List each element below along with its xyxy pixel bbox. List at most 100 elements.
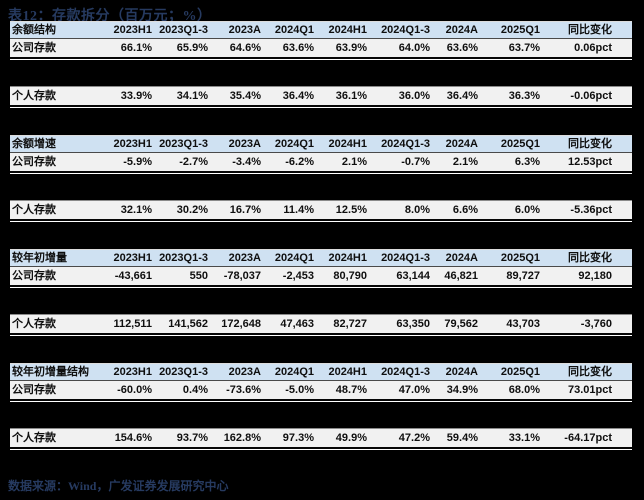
value-cell: -73.6%: [226, 384, 261, 396]
value-cell: -78,037: [223, 270, 261, 282]
table-row: 个人存款 32.1% 30.2% 16.7% 11.4% 12.5% 8.0% 6.6% 6.0…: [10, 200, 632, 221]
section-title: 余额结构: [12, 24, 56, 36]
row-label: 个人存款: [12, 90, 56, 102]
value-cell: 47.0%: [398, 384, 430, 396]
column-header: 2024H1: [328, 138, 367, 150]
value-cell: 73.01pct: [567, 384, 612, 396]
value-cell: 36.1%: [335, 90, 367, 102]
row-label: 个人存款: [12, 318, 56, 330]
value-cell: 64.0%: [398, 42, 430, 54]
value-cell: 64.6%: [229, 42, 261, 54]
value-cell: 82,727: [333, 318, 367, 330]
value-cell: 2.1%: [341, 156, 367, 168]
column-header: 2024Q1-3: [381, 24, 430, 36]
column-header: 2024Q1: [274, 138, 314, 150]
column-header: 2025Q1: [500, 24, 540, 36]
value-cell: -2,453: [282, 270, 314, 282]
table-section: 较年初增量 2023H1 2023Q1-3 2023A 2024Q1 2024H1 2024…: [10, 249, 632, 336]
row-underline: [10, 449, 632, 450]
value-cell: 36.4%: [446, 90, 478, 102]
value-cell: 6.3%: [514, 156, 540, 168]
row-underline: [10, 107, 632, 108]
value-cell: 63,144: [396, 270, 430, 282]
value-cell: -6.2%: [285, 156, 314, 168]
value-cell: -5.9%: [123, 156, 152, 168]
value-cell: 34.9%: [446, 384, 478, 396]
column-header: 2023H1: [113, 24, 152, 36]
value-cell: 49.9%: [335, 432, 367, 444]
value-cell: 43,703: [506, 318, 540, 330]
table-section: 余额结构 2023H1 2023Q1-3 2023A 2024Q1 2024H1 2024Q…: [10, 21, 632, 108]
value-cell: 6.6%: [452, 204, 478, 216]
value-cell: -5.0%: [285, 384, 314, 396]
column-header: 2023Q1-3: [159, 138, 208, 150]
row-label: 公司存款: [12, 270, 56, 282]
row-label: 公司存款: [12, 42, 56, 54]
column-header: 同比变化: [568, 138, 612, 150]
value-cell: 0.06pct: [574, 42, 612, 54]
value-cell: 33.1%: [508, 432, 540, 444]
table-row: 个人存款 154.6% 93.7% 162.8% 97.3% 49.9% 47.2% 59.4…: [10, 428, 632, 449]
column-header: 2023A: [228, 138, 261, 150]
value-cell: 68.0%: [508, 384, 540, 396]
row-underline: [10, 401, 632, 402]
value-cell: 47,463: [280, 318, 314, 330]
value-cell: 63.7%: [508, 42, 540, 54]
source-note: 数据来源：Wind，广发证券发展研究中心: [8, 479, 229, 493]
column-header: 2023Q1-3: [159, 24, 208, 36]
column-header: 2024H1: [328, 24, 367, 36]
table-row: 公司存款 -60.0% 0.4% -73.6% -5.0% 48.7% 47.0% 34.9%…: [10, 381, 632, 401]
section-header-row: 较年初增量 2023H1 2023Q1-3 2023A 2024Q1 2024H1 2024…: [10, 249, 632, 267]
column-header: 2023H1: [113, 252, 152, 264]
row-label: 公司存款: [12, 156, 56, 168]
section-title: 较年初增量: [12, 252, 67, 264]
value-cell: 47.2%: [398, 432, 430, 444]
value-cell: 80,790: [333, 270, 367, 282]
column-header: 同比变化: [568, 252, 612, 264]
value-cell: 34.1%: [176, 90, 208, 102]
column-header: 2023A: [228, 24, 261, 36]
value-cell: 30.2%: [176, 204, 208, 216]
value-cell: 32.1%: [120, 204, 152, 216]
value-cell: -3,760: [580, 318, 612, 330]
value-cell: -43,661: [114, 270, 152, 282]
deposit-table: 余额结构 2023H1 2023Q1-3 2023A 2024Q1 2024H1 2024Q…: [10, 21, 632, 450]
value-cell: 141,562: [168, 318, 208, 330]
value-cell: 36.0%: [398, 90, 430, 102]
value-cell: 93.7%: [176, 432, 208, 444]
value-cell: -2.7%: [179, 156, 208, 168]
value-cell: -0.06pct: [570, 90, 612, 102]
table-row: 个人存款 33.9% 34.1% 35.4% 36.4% 36.1% 36.0% 36.4% 3…: [10, 86, 632, 107]
value-cell: 63.6%: [282, 42, 314, 54]
value-cell: 36.4%: [282, 90, 314, 102]
value-cell: 92,180: [578, 270, 612, 282]
column-header: 同比变化: [568, 24, 612, 36]
table-row: 个人存款 112,511 141,562 172,648 47,463 82,727 63,…: [10, 314, 632, 335]
value-cell: 35.4%: [229, 90, 261, 102]
value-cell: 550: [189, 270, 208, 282]
row-gap: [10, 402, 632, 428]
value-cell: 16.7%: [229, 204, 261, 216]
value-cell: 12.53pct: [567, 156, 612, 168]
table-row: 公司存款 -43,661 550 -78,037 -2,453 80,790 63,144 4…: [10, 267, 632, 287]
column-header: 2024Q1: [274, 366, 314, 378]
value-cell: 6.0%: [514, 204, 540, 216]
row-gap: [10, 288, 632, 314]
value-cell: 112,511: [113, 318, 152, 330]
section-title: 较年初增量结构: [12, 366, 89, 378]
column-header: 2024A: [445, 138, 478, 150]
column-header: 2024A: [445, 366, 478, 378]
column-header: 2025Q1: [500, 366, 540, 378]
table-row: 公司存款 -5.9% -2.7% -3.4% -6.2% 2.1% -0.7% 2.1% 6.3…: [10, 153, 632, 173]
column-header: 2024A: [445, 24, 478, 36]
column-header: 2024A: [445, 252, 478, 264]
value-cell: 2.1%: [452, 156, 478, 168]
row-underline: [10, 59, 632, 60]
column-header: 同比变化: [568, 366, 612, 378]
row-label: 个人存款: [12, 432, 56, 444]
value-cell: 79,562: [444, 318, 478, 330]
value-cell: -60.0%: [117, 384, 152, 396]
table-row: 公司存款 66.1% 65.9% 64.6% 63.6% 63.9% 64.0% 63.6% 6…: [10, 39, 632, 59]
section-header-row: 较年初增量结构 2023H1 2023Q1-3 2023A 2024Q1 2024H1 20…: [10, 363, 632, 381]
